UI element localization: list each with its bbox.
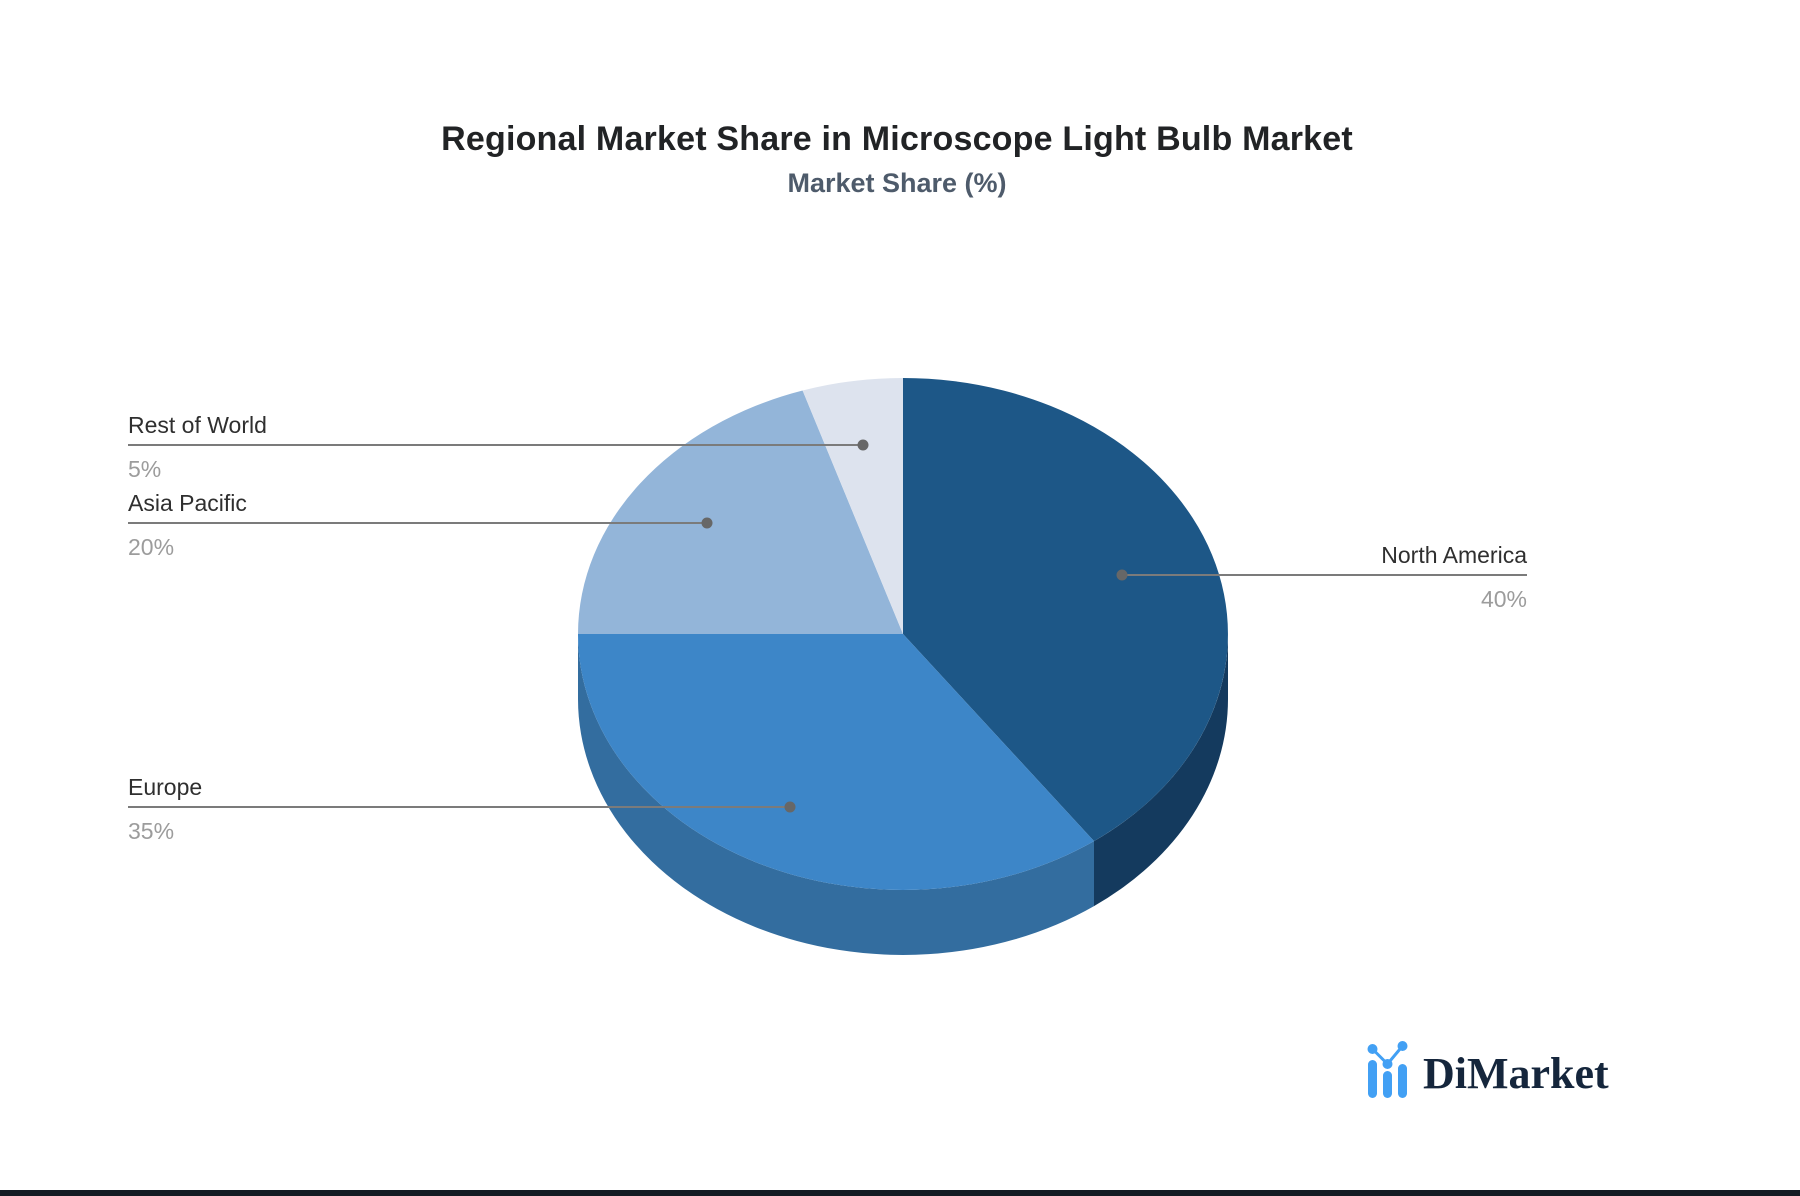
leader-dot-north-america bbox=[1116, 569, 1128, 581]
slice-value-rest-of-world: 5% bbox=[128, 456, 162, 482]
slice-value-north-america: 40% bbox=[1480, 586, 1527, 612]
bottom-edge-bar bbox=[0, 1190, 1800, 1196]
leader-dot-europe bbox=[784, 801, 796, 813]
leader-dot-rest-of-world bbox=[857, 439, 869, 451]
chart-title: Regional Market Share in Microscope Ligh… bbox=[441, 120, 1353, 158]
pie-slice-side-north-america bbox=[1094, 634, 1228, 907]
leader-dot-asia-pacific bbox=[701, 517, 713, 529]
slice-label-asia-pacific: Asia Pacific bbox=[128, 490, 247, 516]
brand-name: DiMarket bbox=[1423, 1049, 1609, 1098]
pie-slice-asia-pacific[interactable] bbox=[578, 390, 903, 635]
slice-value-europe: 35% bbox=[128, 818, 175, 844]
brand-logo: DiMarket bbox=[1367, 1040, 1609, 1098]
pie-slice-rest-of-world[interactable] bbox=[802, 378, 903, 634]
leader-lines bbox=[128, 439, 1527, 813]
slice-label-europe: Europe bbox=[128, 774, 203, 800]
slice-value-asia-pacific: 20% bbox=[128, 534, 175, 560]
pie-3d-sides bbox=[578, 634, 1228, 955]
slice-label-north-america: North America bbox=[1381, 542, 1527, 568]
pie-slice-north-america[interactable] bbox=[903, 378, 1228, 842]
pie-slice-side-europe bbox=[578, 634, 1094, 955]
chart-subtitle: Market Share (%) bbox=[787, 168, 1007, 198]
bar-chart-logo-icon bbox=[1367, 1041, 1408, 1098]
slice-label-rest-of-world: Rest of World bbox=[128, 412, 267, 438]
pie-slices bbox=[578, 378, 1228, 890]
pie-slice-europe[interactable] bbox=[578, 634, 1094, 890]
